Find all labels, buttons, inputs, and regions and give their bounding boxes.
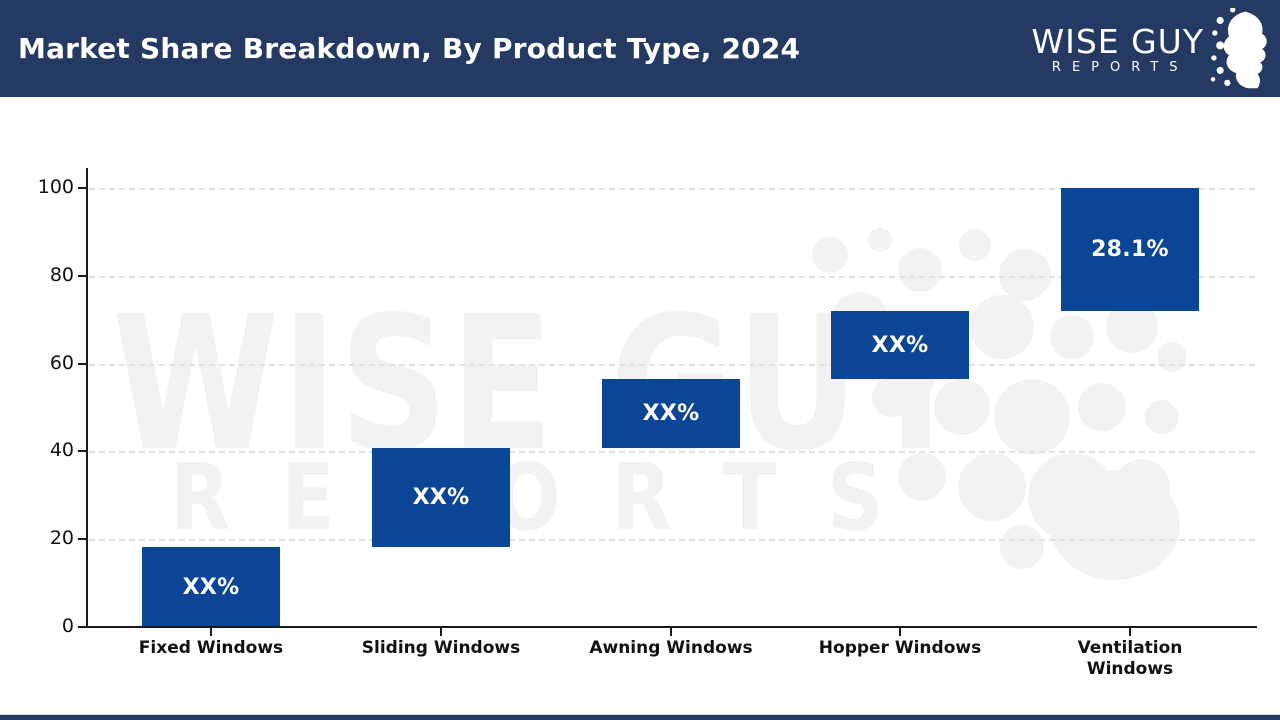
y-tick-label-40: 40 — [49, 439, 74, 462]
footer-bar — [0, 715, 1280, 720]
y-tick-60 — [78, 362, 86, 365]
gridline-60 — [89, 363, 1255, 366]
bar-value-label: XX% — [182, 574, 240, 600]
x-category-label: Ventilation Windows — [1077, 638, 1183, 680]
page-title: Market Share Breakdown, By Product Type,… — [18, 32, 801, 65]
bar-value-label: XX% — [412, 484, 470, 510]
watermark-subtitle: R E P O R T S — [170, 444, 896, 551]
gridline-20 — [89, 539, 1255, 542]
logo-wordmark: WISE GUY — [1031, 21, 1204, 61]
bar-hopper-windows: XX% — [831, 311, 969, 379]
y-axis-line — [86, 168, 88, 628]
x-axis-line — [86, 626, 1257, 628]
x-category-label: Awning Windows — [589, 638, 753, 658]
x-tick-2 — [670, 628, 672, 636]
x-tick-3 — [899, 628, 901, 636]
footer-hairline — [0, 714, 1280, 715]
watermark-face-dots — [812, 228, 1187, 580]
x-category-label: Fixed Windows — [138, 638, 284, 658]
x-category-label: Hopper Windows — [818, 638, 982, 658]
bar-value-label: XX% — [642, 400, 700, 426]
y-tick-80 — [78, 274, 86, 277]
y-tick-label-20: 20 — [49, 527, 74, 550]
bar-value-label: XX% — [871, 332, 929, 358]
watermark-wordmark: WISE GUY — [112, 276, 973, 492]
y-tick-label-100: 100 — [37, 176, 74, 198]
y-tick-40 — [78, 450, 86, 453]
bar-awning-windows: XX% — [602, 378, 740, 448]
y-tick-100 — [78, 187, 86, 189]
y-tick-label-80: 80 — [49, 263, 74, 286]
y-tick-0 — [78, 626, 86, 628]
bar-value-label: 28.1% — [1091, 237, 1169, 263]
gridline-40 — [89, 451, 1255, 454]
gridline-100 — [89, 188, 1255, 190]
face-profile-icon — [1210, 8, 1267, 89]
gridline-80 — [89, 275, 1255, 278]
x-tick-1 — [440, 628, 442, 636]
logo-text: WISE GUY REPORTS — [1031, 21, 1204, 76]
x-category-label: Sliding Windows — [361, 638, 521, 658]
x-tick-0 — [210, 628, 212, 636]
y-tick-label-0: 0 — [61, 615, 74, 637]
bar-fixed-windows: XX% — [142, 547, 280, 627]
wise-guy-logo: WISE GUY REPORTS — [1031, 8, 1270, 90]
y-tick-label-60: 60 — [49, 351, 74, 374]
y-tick-20 — [78, 538, 86, 541]
x-tick-4 — [1129, 628, 1131, 636]
bar-ventilation-windows: 28.1% — [1061, 188, 1199, 312]
logo-subtitle: REPORTS — [1051, 60, 1189, 76]
bar-sliding-windows: XX% — [372, 447, 510, 548]
header-bar: Market Share Breakdown, By Product Type,… — [0, 0, 1280, 97]
